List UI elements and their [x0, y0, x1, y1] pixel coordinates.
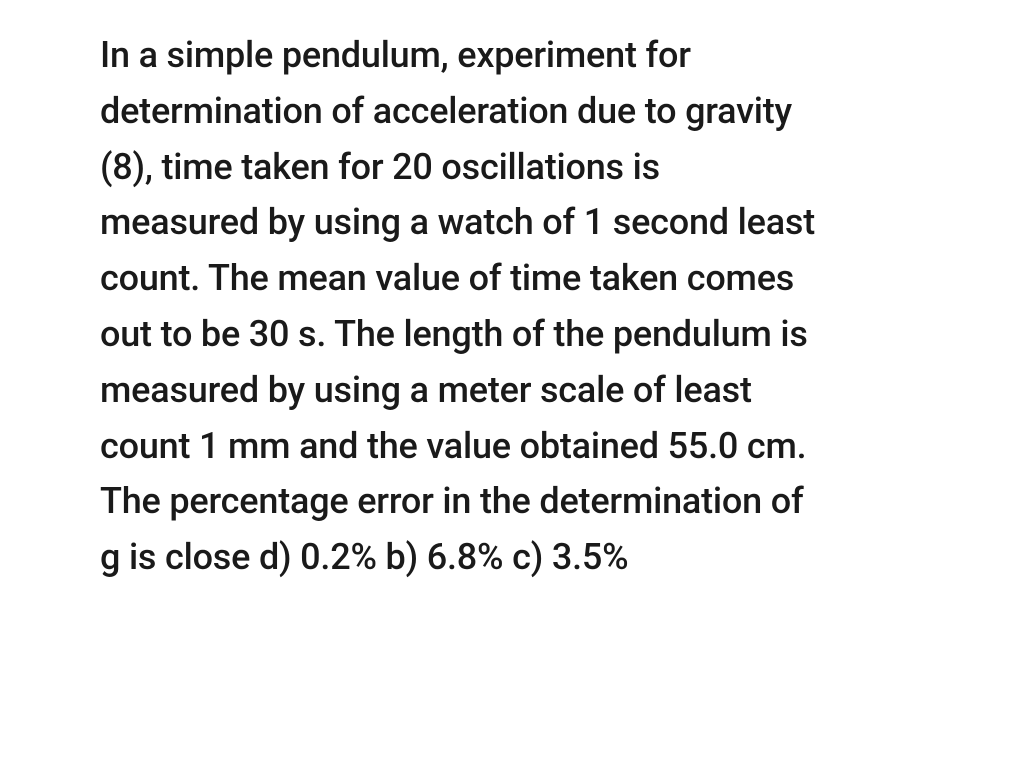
- question-text: In a simple pendulum, experiment for det…: [100, 28, 820, 586]
- question-container: In a simple pendulum, experiment for det…: [0, 0, 920, 614]
